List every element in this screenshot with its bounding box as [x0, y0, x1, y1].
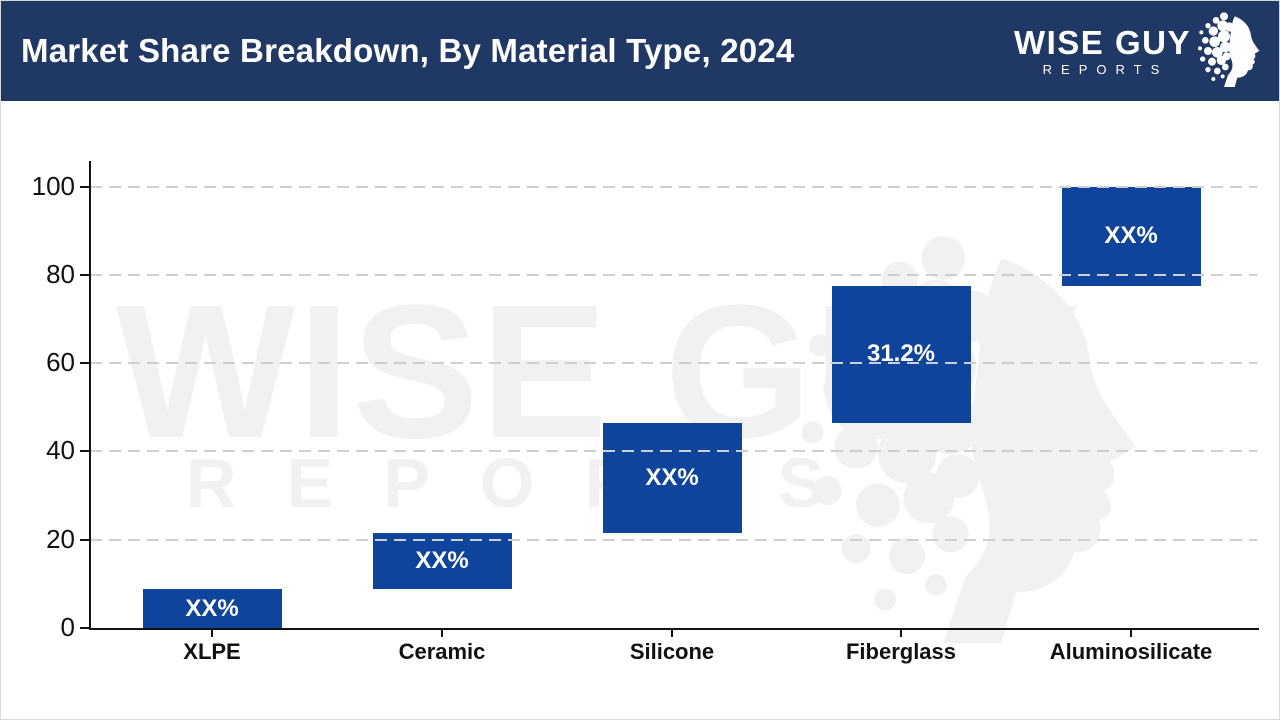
x-category-label: Aluminosilicate — [1049, 639, 1213, 664]
bar-value-label: XX% — [415, 547, 469, 575]
x-tick-mark — [671, 628, 673, 637]
x-category-label: Silicone — [629, 639, 715, 664]
gridline-100 — [90, 185, 1257, 188]
header-bar: Market Share Breakdown, By Material Type… — [1, 1, 1279, 101]
gridline-80 — [90, 273, 1257, 276]
bar-value-label: XX% — [185, 594, 239, 622]
x-tick-mark — [211, 628, 213, 637]
y-tick-label: 60 — [46, 347, 75, 378]
y-tick-mark — [80, 627, 89, 629]
brand-subtitle: REPORTS — [1042, 62, 1169, 77]
bar-value-label: XX% — [645, 464, 699, 492]
bar-aluminosilicate: XX% — [1061, 186, 1201, 286]
y-tick-label: 0 — [60, 612, 75, 642]
x-tick-mark — [900, 628, 902, 637]
y-tick-label: 40 — [46, 435, 75, 466]
brand-name: WISE GUY — [1013, 24, 1191, 61]
bar-fiberglass: 31.2% — [831, 285, 971, 424]
x-tick-mark — [1130, 628, 1132, 637]
brand-head-icon — [1198, 12, 1260, 87]
x-tick-mark — [441, 628, 443, 637]
chart-title: Market Share Breakdown, By Material Type… — [21, 32, 795, 69]
y-axis-line — [89, 161, 91, 630]
x-category-label: XLPE — [183, 639, 241, 664]
y-tick-mark — [80, 362, 89, 365]
bar-value-label: XX% — [1104, 222, 1158, 250]
y-tick-mark — [80, 273, 89, 276]
y-tick-label: 100 — [31, 170, 75, 201]
x-category-label: Ceramic — [398, 639, 486, 664]
brand-logo: WISE GUY REPORTS — [1014, 11, 1267, 91]
y-tick-label: 20 — [46, 523, 75, 554]
x-category-label: Fiberglass — [845, 639, 957, 664]
bar-silicone: XX% — [602, 423, 742, 534]
gridline-40 — [90, 450, 1257, 453]
bar-xlpe: XX% — [142, 589, 282, 628]
gridline-60 — [90, 362, 1257, 365]
y-tick-mark — [80, 185, 89, 188]
y-tick-label: 80 — [46, 258, 75, 289]
y-tick-mark — [80, 450, 89, 453]
x-axis-line — [89, 628, 1259, 630]
bar-ceramic: XX% — [372, 533, 512, 590]
y-tick-mark — [80, 538, 89, 541]
gridline-20 — [90, 538, 1257, 541]
